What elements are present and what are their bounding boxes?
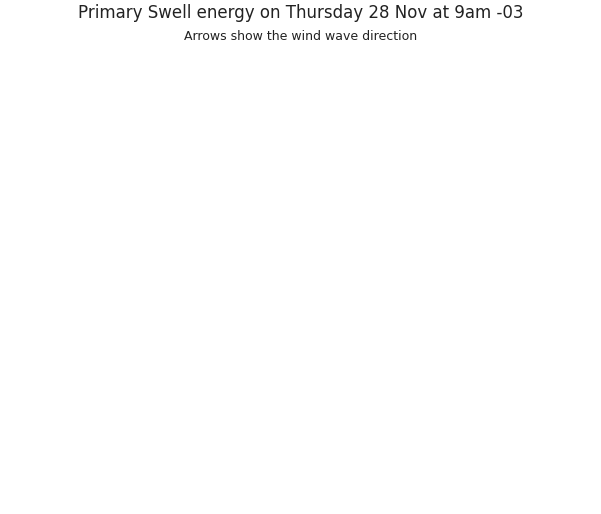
Text: Arrows show the wind wave direction: Arrows show the wind wave direction [184, 30, 417, 43]
Text: Primary Swell energy on Thursday 28 Nov at 9am -03: Primary Swell energy on Thursday 28 Nov … [78, 4, 523, 22]
Text: cartopy not available: cartopy not available [227, 273, 374, 287]
